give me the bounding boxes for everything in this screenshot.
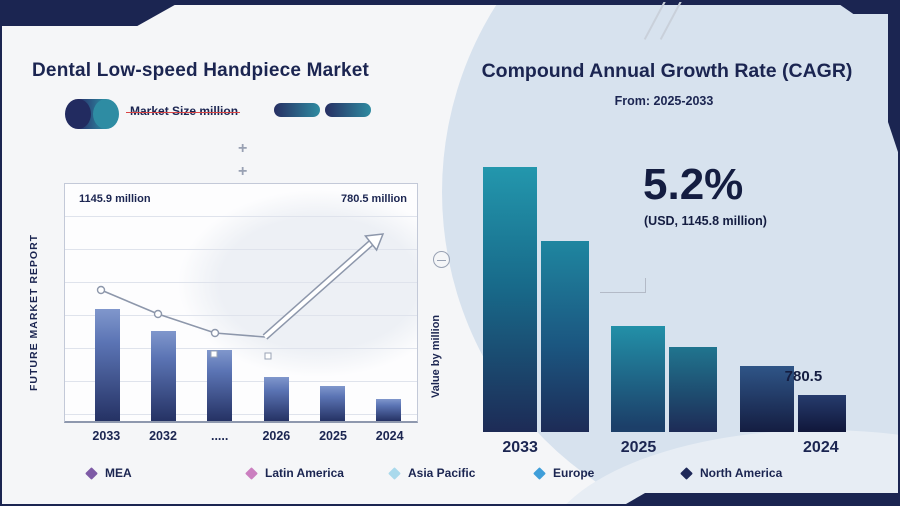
right-x-label: 2033 <box>502 439 538 456</box>
region-legend: MEA Latin America Asia Pacific Europe North … <box>2 466 898 492</box>
market-size-bar-2024 <box>376 399 402 421</box>
top-border <box>2 2 898 5</box>
left-chart-x-axis: 2033 2032..... 2026 2025 2024 <box>64 429 418 443</box>
left-bar-column <box>361 399 417 421</box>
legend-label: Latin America <box>265 466 344 480</box>
diamond-icon <box>680 466 693 480</box>
legend-item-north-america: North America <box>680 466 783 480</box>
left-x-label: 2032 <box>149 429 177 443</box>
cagr-bar-2025-series-a <box>611 326 666 432</box>
right-x-label: 2025 <box>620 439 657 456</box>
cagr-bar-pair <box>611 162 718 432</box>
left-bar-column <box>79 309 135 421</box>
market-size-bar-2033 <box>94 309 120 421</box>
left-x-label: ..... <box>210 429 229 443</box>
value-annotation-left: 1145.9 million <box>79 193 151 205</box>
legend-item-latin-america: Latin America <box>245 466 344 480</box>
cagr-chart: 2033 2025 2024 780.5 <box>472 162 857 462</box>
cagr-bar-2033-series-b <box>541 241 590 432</box>
cagr-note: (USD, 1145.8 million) <box>644 214 767 228</box>
right-edge-strip <box>888 2 898 152</box>
cagr-bar-2033-series-a <box>483 167 538 432</box>
pill-decoration <box>325 103 371 117</box>
market-size-label: Market Size million <box>125 104 241 118</box>
right-x-label: 2024 <box>803 439 839 456</box>
legend-item-mea: MEA <box>85 466 132 480</box>
left-chart-ylabel: FUTURE MARKET REPORT <box>28 233 40 391</box>
left-x-label: 2026 <box>262 429 291 443</box>
bar-value-label: 780.5 <box>784 368 823 385</box>
diamond-icon <box>388 466 401 480</box>
diamond-icon <box>85 466 98 480</box>
left-x-label: 2024 <box>375 429 404 443</box>
cagr-bar-2025-series-b <box>669 347 718 432</box>
market-size-bar-..... <box>207 350 233 421</box>
left-x-label: 2025 <box>319 429 347 443</box>
diamond-icon <box>533 466 546 480</box>
left-bar-column <box>135 331 191 421</box>
corner-wedge-top-left <box>2 2 180 26</box>
cagr-bar-pair <box>483 162 590 432</box>
left-bar-column <box>248 377 304 421</box>
cagr-subtitle: From: 2025-2033 <box>614 94 714 108</box>
left-bar-column <box>304 386 360 421</box>
cagr-group-2033: 2033 <box>472 162 600 462</box>
value-annotation-right: 780.5 million <box>340 193 407 205</box>
diamond-icon <box>245 466 258 480</box>
left-x-label: 2033 <box>92 429 121 443</box>
market-size-bar-2026 <box>263 377 289 421</box>
cagr-value: 5.2% <box>643 160 744 209</box>
cagr-bar-2024-series-b <box>797 395 846 432</box>
legend-label: North America <box>700 466 783 480</box>
cagr-bar-pair <box>739 162 846 432</box>
cagr-title: Compound Annual Growth Rate (CAGR) <box>481 60 853 82</box>
cagr-bar-2024-series-a <box>739 366 794 432</box>
legend-item-europe: Europe <box>533 466 595 480</box>
right-chart-ylabel: Value by million <box>430 314 442 399</box>
pill-decoration <box>274 103 320 117</box>
legend-label: MEA <box>105 466 132 480</box>
legend-label: Asia Pacific <box>408 466 476 480</box>
legend-item-asia-pacific: Asia Pacific <box>388 466 476 480</box>
market-size-bar-2032 <box>150 331 176 421</box>
cagr-group-2024: 2024 780.5 <box>729 162 857 462</box>
legend-label: Europe <box>553 466 595 480</box>
circle-dash-icon <box>433 251 450 268</box>
bottom-right-band <box>626 493 898 504</box>
plus-decoration: + <box>238 140 248 157</box>
cagr-group-2025: 2025 <box>600 162 728 462</box>
left-bar-column <box>192 350 248 421</box>
left-chart-bars <box>65 184 417 421</box>
plus-decoration: + <box>238 163 248 180</box>
corner-wedge-top-right <box>836 2 898 14</box>
market-size-chart: 1145.9 million 780.5 million <box>64 183 418 423</box>
bracket-decoration <box>600 278 646 293</box>
cylinder-icon <box>65 99 119 129</box>
page-title: Dental Low-speed Handpiece Market <box>32 60 370 81</box>
market-size-bar-2025 <box>319 386 345 421</box>
